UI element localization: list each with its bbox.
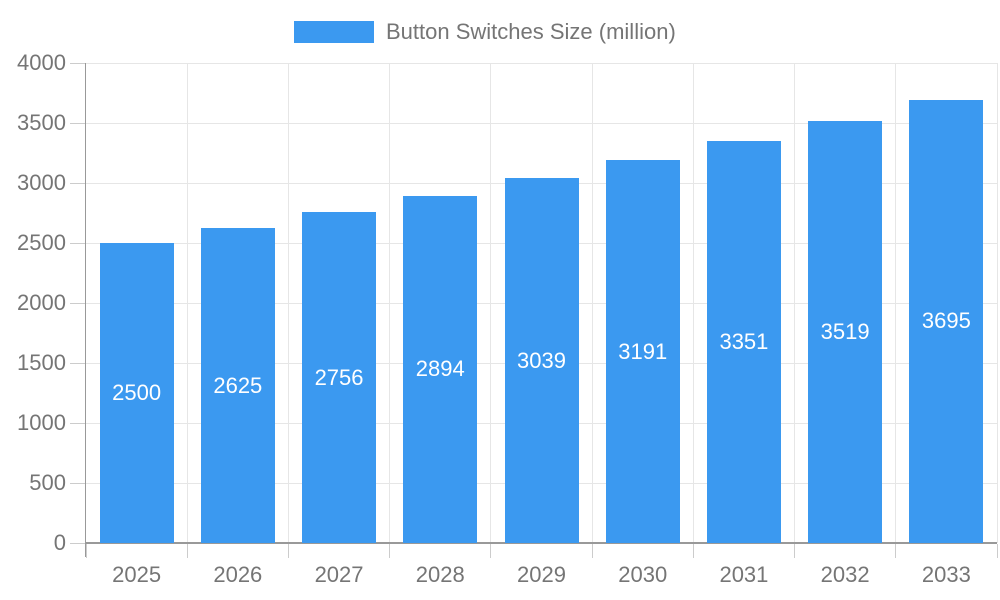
x-axis-tick [85,544,87,558]
x-gridline [490,63,492,543]
x-axis-label: 2028 [415,562,465,587]
bar[interactable] [302,212,377,543]
x-axis-label: 2029 [517,562,566,587]
y-axis-label: 2000 [17,290,66,315]
x-axis-tick [692,544,694,558]
y-axis-tick [70,122,86,124]
bar-value-label: 3695 [921,308,971,334]
x-gridline [794,63,796,543]
y-axis-tick [70,362,86,364]
y-gridline [86,122,997,124]
bar[interactable] [909,99,984,543]
x-axis-label: 2033 [921,562,971,587]
legend-swatch [294,21,374,43]
bar[interactable] [200,228,275,543]
y-axis-tick [70,182,86,184]
x-axis-tick [996,544,998,558]
x-axis-tick [794,544,796,558]
bar[interactable] [605,160,680,543]
bar[interactable] [99,243,174,543]
bar-value-label: 3519 [820,318,870,344]
bar-value-label: 2756 [314,364,364,390]
x-axis-label: 2032 [820,562,870,587]
x-axis-tick [591,544,593,558]
bar[interactable] [808,120,883,543]
x-axis-tick [389,544,391,558]
bar[interactable] [706,140,781,543]
legend[interactable]: Button Switches Size (million) [294,18,676,46]
bar[interactable] [504,178,579,543]
x-axis-tick [186,544,188,558]
y-axis-line [85,63,86,557]
bar-value-label: 3191 [618,338,668,364]
y-axis-tick [70,62,86,64]
x-axis-tick [287,544,289,558]
x-axis-label: 2027 [314,562,364,587]
bar-value-label: 3351 [719,328,769,354]
x-axis-tick [895,544,897,558]
x-gridline [186,63,188,543]
x-axis-label: 2030 [618,562,668,587]
x-axis-tick [490,544,492,558]
x-axis-label: 2031 [719,562,769,587]
legend-label: Button Switches Size (million) [386,19,676,44]
y-axis-tick [70,422,86,424]
y-axis-label: 3500 [17,110,66,135]
x-gridline [692,63,694,543]
bar-value-label: 3039 [517,347,566,373]
y-axis-tick [70,302,86,304]
y-axis-tick [70,242,86,244]
y-axis-label: 2500 [17,230,66,255]
y-axis-tick [70,542,86,544]
x-gridline [287,63,289,543]
bar[interactable] [403,195,478,543]
x-gridline [389,63,391,543]
bar-value-label: 2625 [213,372,263,398]
y-axis-label: 1000 [17,410,66,435]
y-axis-label: 4000 [17,50,66,75]
y-axis-tick [70,482,86,484]
bar-value-label: 2894 [415,356,465,382]
y-axis-label: 1500 [17,350,66,375]
y-axis-label: 3000 [17,170,66,195]
y-gridline [86,62,997,64]
x-gridline [591,63,593,543]
x-axis-line [86,542,997,544]
x-gridline [996,63,998,543]
bar-value-label: 2500 [112,380,162,405]
y-axis-label: 500 [29,470,66,495]
x-gridline [895,63,897,543]
x-axis-label: 2026 [213,562,263,587]
y-axis-label: 0 [53,530,66,555]
x-axis-label: 2025 [112,562,162,587]
